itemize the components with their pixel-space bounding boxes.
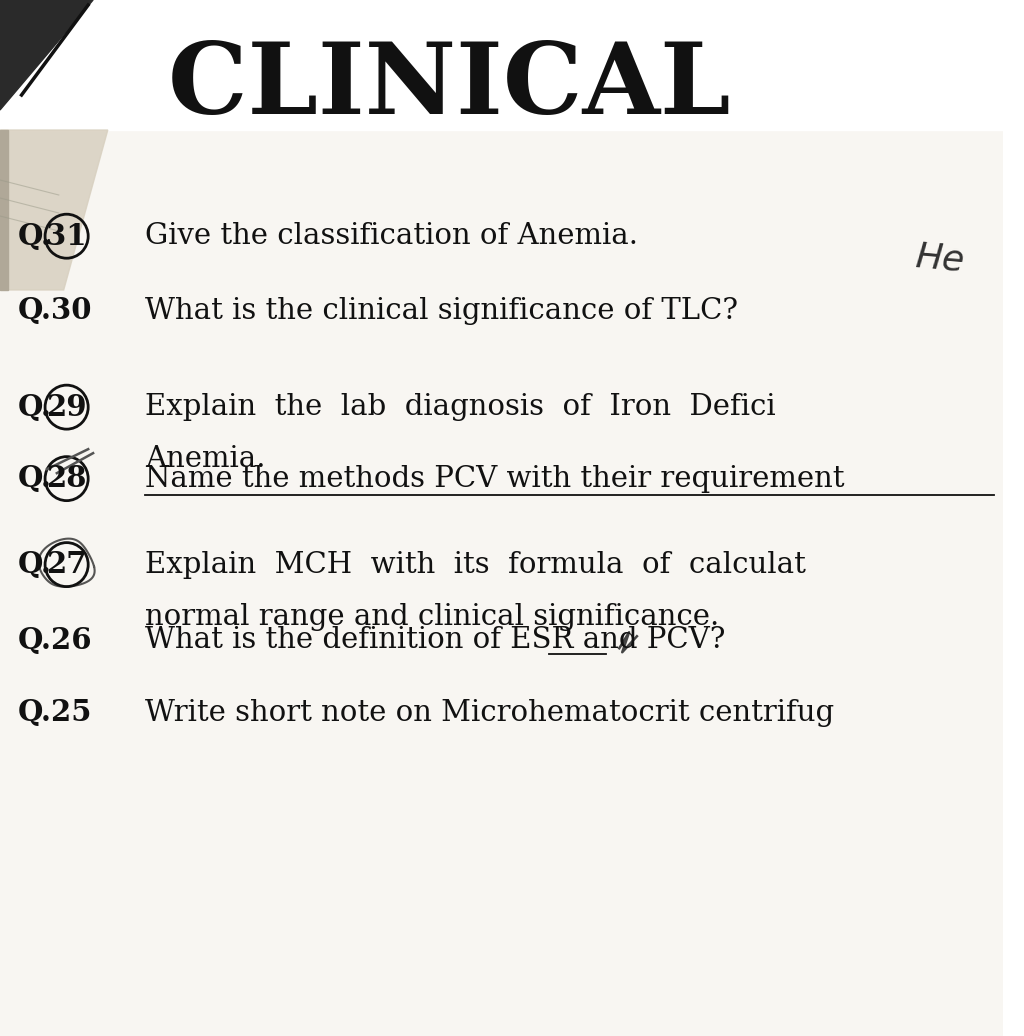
- Text: Name the methods PCV with their requirement: Name the methods PCV with their requirem…: [145, 464, 845, 493]
- Text: Q.: Q.: [17, 222, 51, 251]
- Text: 28: 28: [46, 464, 87, 493]
- Text: Q.30: Q.30: [17, 296, 92, 325]
- Text: 29: 29: [46, 393, 87, 422]
- Text: 31: 31: [46, 222, 87, 251]
- Bar: [0, 130, 8, 290]
- Polygon shape: [0, 0, 93, 110]
- Text: Give the classification of Anemia.: Give the classification of Anemia.: [145, 222, 638, 251]
- Text: Q.26: Q.26: [17, 626, 92, 655]
- Text: CLINICAL: CLINICAL: [168, 38, 870, 135]
- Text: Q.25: Q.25: [17, 698, 92, 727]
- Text: Anemia.: Anemia.: [145, 445, 265, 473]
- Polygon shape: [0, 130, 108, 290]
- Text: Explain  MCH  with  its  formula  of  calculat: Explain MCH with its formula of calculat: [145, 550, 806, 579]
- Text: He: He: [913, 240, 966, 279]
- Text: 27: 27: [46, 550, 87, 579]
- Text: Explain  the  lab  diagnosis  of  Iron  Defici: Explain the lab diagnosis of Iron Defici: [145, 393, 775, 422]
- Text: Write short note on Microhematocrit centrifug: Write short note on Microhematocrit cent…: [145, 698, 835, 727]
- Text: Q.: Q.: [17, 393, 51, 422]
- Text: normal range and clinical significance.: normal range and clinical significance.: [145, 603, 719, 631]
- Text: Q.: Q.: [17, 550, 51, 579]
- Text: Q.: Q.: [17, 464, 51, 493]
- Bar: [0, 0, 1004, 130]
- Text: What is the definition of ESR and PCV?: What is the definition of ESR and PCV?: [145, 626, 725, 655]
- Text: What is the clinical significance of TLC?: What is the clinical significance of TLC…: [145, 296, 738, 325]
